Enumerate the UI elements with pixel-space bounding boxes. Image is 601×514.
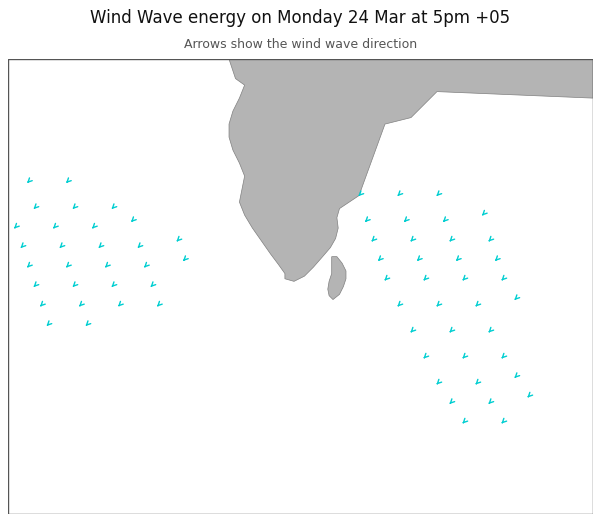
Text: Wind Wave energy on Monday 24 Mar at 5pm +05: Wind Wave energy on Monday 24 Mar at 5pm… [90,9,511,27]
Polygon shape [328,256,346,300]
Polygon shape [229,59,593,281]
Text: Arrows show the wind wave direction: Arrows show the wind wave direction [184,38,417,51]
